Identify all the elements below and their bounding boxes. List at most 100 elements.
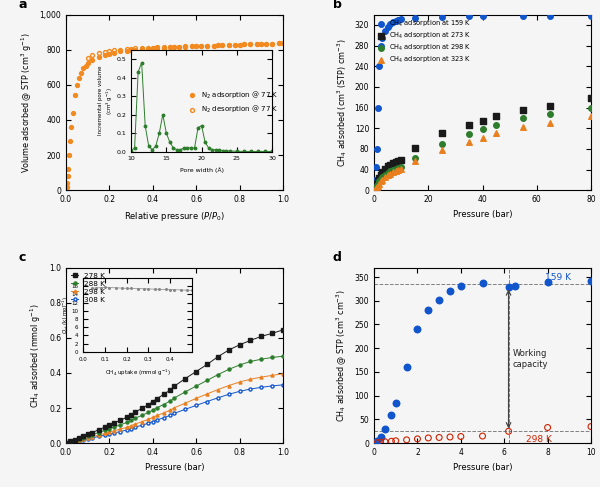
288 K <box>110 424 118 430</box>
CH$_4$ adsorption at 323 K <box>410 157 419 165</box>
288 K <box>257 356 265 362</box>
CH$_4$ adsorption at 323 K <box>386 170 395 178</box>
N$_2$ desorption @ 77 K <box>88 53 95 58</box>
278 K <box>88 430 95 435</box>
288 K <box>182 389 189 395</box>
288 K <box>214 372 221 377</box>
308 K <box>71 438 78 444</box>
288 K <box>62 440 70 446</box>
Point <box>373 437 382 445</box>
CH$_4$ adsorption at 159 K <box>586 12 596 19</box>
N$_2$ adsorption @ 77 K <box>182 44 189 50</box>
308 K <box>88 435 95 441</box>
288 K <box>80 434 87 440</box>
Point <box>373 439 382 447</box>
278 K <box>67 438 74 444</box>
298 K <box>225 383 232 389</box>
N$_2$ adsorption @ 77 K <box>171 44 178 50</box>
Legend: N$_2$ adsorption @ 77 K, N$_2$ desorption @ 77 K: N$_2$ adsorption @ 77 K, N$_2$ desorptio… <box>188 88 280 117</box>
278 K <box>236 342 243 348</box>
N$_2$ adsorption @ 77 K <box>65 166 72 172</box>
CH$_4$ adsorption at 298 K <box>377 173 387 181</box>
278 K <box>116 417 124 423</box>
Point <box>543 424 553 431</box>
278 K <box>247 337 254 343</box>
CH$_4$ adsorption at 298 K <box>370 186 380 194</box>
CH$_4$ adsorption at 298 K <box>410 154 419 162</box>
Point <box>586 277 596 285</box>
298 K <box>106 429 113 435</box>
298 K <box>84 435 91 441</box>
Legend: CH$_4$ adsorption at 159 K, CH$_4$ adsorption at 273 K, CH$_4$ adsorption at 298: CH$_4$ adsorption at 159 K, CH$_4$ adsor… <box>377 18 473 66</box>
308 K <box>214 395 221 401</box>
N$_2$ desorption @ 77 K <box>160 44 167 50</box>
Point <box>504 282 514 290</box>
CH$_4$ adsorption at 323 K <box>373 182 383 189</box>
CH$_4$ adsorption at 273 K <box>383 163 392 170</box>
308 K <box>67 439 74 445</box>
CH$_4$ adsorption at 323 K <box>374 180 384 187</box>
CH$_4$ adsorption at 273 K <box>388 159 398 167</box>
N$_2$ desorption @ 77 K <box>240 41 247 47</box>
CH$_4$ adsorption at 159 K <box>371 163 381 171</box>
X-axis label: Pressure (bar): Pressure (bar) <box>453 463 512 471</box>
288 K <box>101 428 109 433</box>
CH$_4$ adsorption at 298 K <box>518 114 528 122</box>
278 K <box>80 433 87 439</box>
278 K <box>203 361 211 367</box>
CH$_4$ adsorption at 298 K <box>388 166 398 174</box>
308 K <box>116 429 124 434</box>
278 K <box>154 395 161 401</box>
CH$_4$ adsorption at 323 K <box>376 178 386 186</box>
CH$_4$ adsorption at 273 K <box>391 158 401 166</box>
CH$_4$ adsorption at 298 K <box>478 125 487 133</box>
Point <box>391 399 401 407</box>
CH$_4$ adsorption at 273 K <box>518 106 528 114</box>
CH$_4$ adsorption at 323 K <box>388 169 398 176</box>
288 K <box>154 405 161 411</box>
288 K <box>123 419 130 425</box>
Point <box>402 436 412 444</box>
CH$_4$ adsorption at 159 K <box>377 34 387 42</box>
278 K <box>145 402 152 408</box>
N$_2$ desorption @ 77 K <box>257 41 265 47</box>
298 K <box>171 405 178 411</box>
Point <box>478 279 487 287</box>
CH$_4$ adsorption at 159 K <box>464 12 474 20</box>
308 K <box>95 433 102 439</box>
298 K <box>214 387 221 393</box>
N$_2$ desorption @ 77 K <box>106 48 113 54</box>
278 K <box>268 331 275 337</box>
308 K <box>139 422 146 428</box>
X-axis label: Pressure (bar): Pressure (bar) <box>145 463 204 471</box>
CH$_4$ adsorption at 159 K <box>371 176 380 184</box>
N$_2$ desorption @ 77 K <box>84 55 91 60</box>
N$_2$ desorption @ 77 K <box>132 45 139 51</box>
278 K <box>71 437 78 443</box>
298 K <box>110 428 118 434</box>
298 K <box>193 395 200 401</box>
N$_2$ desorption @ 77 K <box>247 41 254 47</box>
278 K <box>132 409 139 415</box>
CH$_4$ adsorption at 273 K <box>373 177 383 185</box>
N$_2$ adsorption @ 77 K <box>280 40 287 46</box>
288 K <box>76 436 83 442</box>
298 K <box>145 416 152 422</box>
N$_2$ adsorption @ 77 K <box>132 47 139 53</box>
298 K <box>268 373 275 378</box>
308 K <box>268 383 275 389</box>
CH$_4$ adsorption at 323 K <box>397 165 406 173</box>
288 K <box>193 383 200 389</box>
N$_2$ adsorption @ 77 K <box>101 52 109 58</box>
278 K <box>280 327 287 333</box>
CH$_4$ adsorption at 298 K <box>386 167 395 175</box>
288 K <box>236 362 243 368</box>
298 K <box>132 421 139 427</box>
N$_2$ desorption @ 77 K <box>203 43 211 49</box>
308 K <box>160 415 167 421</box>
CH$_4$ adsorption at 273 K <box>371 184 380 192</box>
Point <box>543 278 553 286</box>
Line: N$_2$ adsorption @ 77 K: N$_2$ adsorption @ 77 K <box>64 41 285 191</box>
288 K <box>84 433 91 439</box>
278 K <box>139 406 146 412</box>
